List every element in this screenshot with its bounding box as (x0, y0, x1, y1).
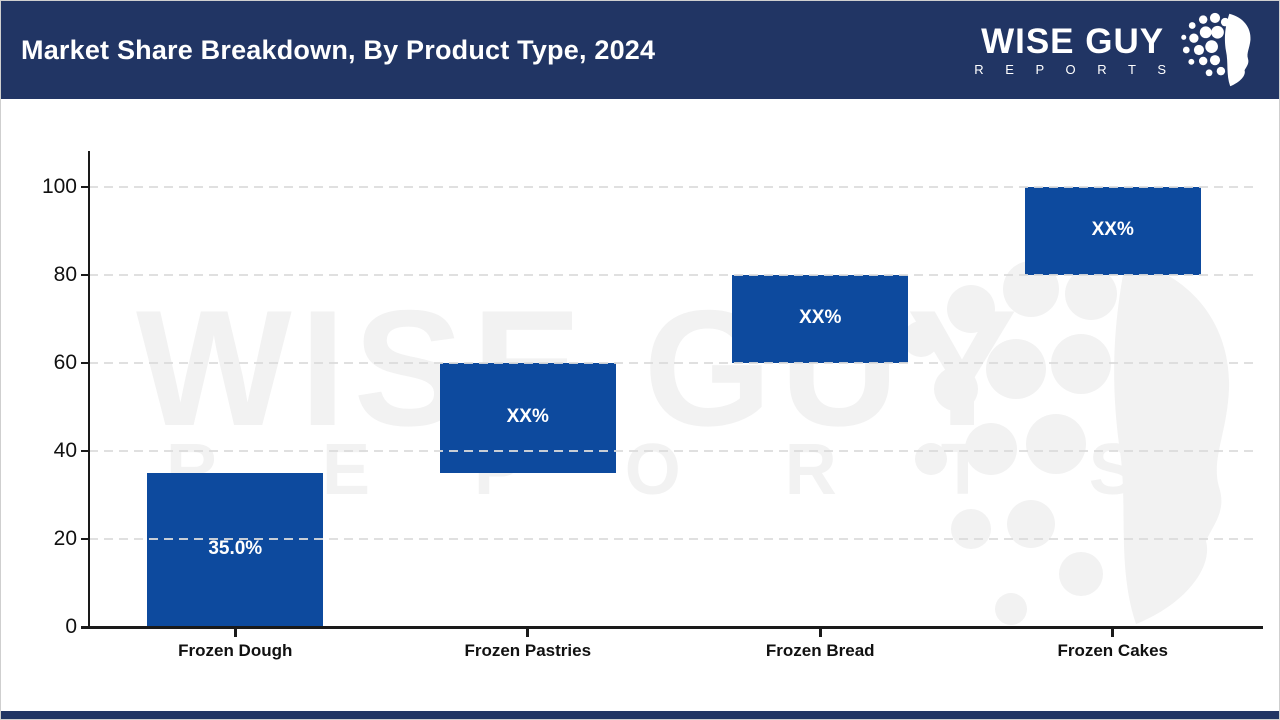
gridline-40 (89, 450, 1259, 452)
y-tick-label: 20 (53, 527, 77, 550)
x-category-label: Frozen Bread (765, 641, 875, 660)
y-axis (88, 151, 90, 628)
y-tick-100 (81, 186, 89, 188)
brand-logo-text: WISE GUY R E P O R T S (970, 24, 1175, 76)
x-axis (81, 626, 1263, 629)
y-tick-60 (81, 362, 89, 364)
bar-frozen-dough (147, 473, 324, 627)
y-tick-80 (81, 274, 89, 276)
x-tick-3 (1111, 629, 1115, 637)
y-tick-label: 80 (53, 263, 77, 286)
gridline-100 (89, 186, 1259, 188)
y-tick-label: 60 (53, 351, 77, 374)
bar-frozen-pastries (439, 363, 616, 473)
gridline-20 (89, 538, 1259, 540)
y-tick-label: 100 (41, 175, 77, 198)
brand-subtitle: R E P O R T S (974, 62, 1175, 77)
y-tick-label: 0 (65, 615, 77, 638)
y-tick-40 (81, 450, 89, 452)
y-tick-label: 40 (53, 439, 77, 462)
x-tick-0 (233, 629, 237, 637)
bar-value-label: 35.0% (208, 538, 263, 559)
bar-value-label: XX% (506, 406, 549, 427)
y-tick-0 (81, 626, 89, 628)
x-category-label: Frozen Dough (178, 641, 293, 660)
x-tick-1 (526, 629, 530, 637)
header-bar: Market Share Breakdown, By Product Type,… (1, 1, 1279, 99)
gridline-60 (89, 362, 1259, 364)
brand-logo: WISE GUY R E P O R T S (970, 8, 1253, 92)
bar-value-label: XX% (799, 307, 842, 328)
x-category-label: Frozen Pastries (464, 641, 592, 660)
x-tick-2 (818, 629, 822, 637)
brand-name: WISE GUY (981, 22, 1165, 61)
y-tick-20 (81, 538, 89, 540)
bar-frozen-bread (732, 275, 909, 363)
x-category-label: Frozen Cakes (1057, 641, 1169, 660)
face-profile-icon (1181, 12, 1251, 87)
gridline-80 (89, 274, 1259, 276)
page-title: Market Share Breakdown, By Product Type,… (21, 34, 656, 65)
footer-bar (1, 711, 1279, 719)
bar-value-label: XX% (1091, 219, 1134, 240)
